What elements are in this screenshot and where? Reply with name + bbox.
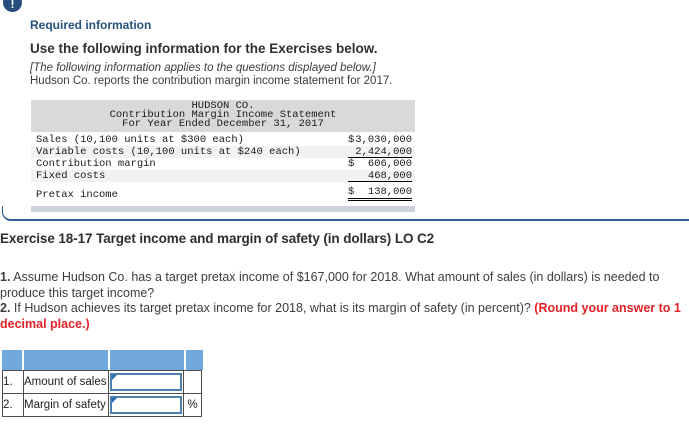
income-statement: HUDSON CO. Contribution Margin Income St… xyxy=(31,100,415,212)
header-cell xyxy=(186,350,203,370)
question-2: 2. If Hudson achieves its target pretax … xyxy=(0,301,689,332)
header-cell xyxy=(2,350,22,370)
row-label: Fixed costs xyxy=(36,170,106,182)
statement-footer-strip xyxy=(31,206,415,212)
exercise-title: Exercise 18-17 Target income and margin … xyxy=(0,231,435,246)
rounding-instruction: (Round your answer to 1 decimal place.) xyxy=(0,301,681,331)
answer-table: 1. Amount of sales 2. Margin of safety % xyxy=(2,370,202,417)
header-cell xyxy=(24,350,108,370)
row-amount: 2,424,000 xyxy=(348,146,412,158)
row-amount: 468,000 xyxy=(348,170,412,182)
panel-bottom-border xyxy=(2,206,689,221)
question-1-number: 1. xyxy=(0,270,11,284)
table-row-sales: Sales (10,100 units at $300 each) $3,030… xyxy=(31,134,415,146)
row-number: 2. xyxy=(2,393,24,417)
answer-cell xyxy=(108,393,184,417)
applies-note: [The following information applies to th… xyxy=(30,62,376,74)
income-statement-header: HUDSON CO. Contribution Margin Income St… xyxy=(31,100,415,132)
question-block: 1. Assume Hudson Co. has a target pretax… xyxy=(0,270,689,332)
table-row-contribution-margin: Contribution margin $606,000 xyxy=(31,158,415,170)
statement-title: Contribution Margin Income Statement xyxy=(109,109,337,121)
row-label: Amount of sales xyxy=(23,370,109,394)
currency-symbol: $ xyxy=(348,158,355,170)
suffix-cell xyxy=(183,370,202,394)
percent-suffix: % xyxy=(183,393,202,417)
answer-input-wrapper xyxy=(110,373,182,391)
use-information-subheading: Use the following information for the Ex… xyxy=(30,41,378,56)
row-label: Contribution margin xyxy=(36,158,156,170)
statement-period: For Year Ended December 31, 2017 xyxy=(122,118,324,130)
corner-flag-icon xyxy=(112,398,117,403)
amount-value: 606,000 xyxy=(367,158,412,170)
table-row-pretax-income: Pretax income $138,000 xyxy=(31,186,415,201)
table-row-variable-costs: Variable costs (10,100 units at $240 eac… xyxy=(31,146,415,158)
answer-table-header xyxy=(2,350,203,370)
row-amount: $3,030,000 xyxy=(348,134,412,146)
row-label: Variable costs (10,100 units at $240 eac… xyxy=(36,146,301,158)
table-row: 2. Margin of safety % xyxy=(2,393,202,417)
row-amount: $606,000 xyxy=(348,158,412,170)
corner-flag-icon xyxy=(112,375,117,380)
row-number: 1. xyxy=(2,370,24,394)
row-amount: $138,000 xyxy=(348,186,412,201)
table-row-fixed-costs: Fixed costs 468,000 xyxy=(31,170,415,182)
question-2-text: If Hudson achieves its target pretax inc… xyxy=(10,301,535,315)
alert-exclamation-icon: ! xyxy=(3,0,22,12)
required-information-heading: Required information xyxy=(30,18,152,32)
question-1: 1. Assume Hudson Co. has a target pretax… xyxy=(0,270,689,301)
currency-symbol: $ xyxy=(348,186,355,198)
answer-cell xyxy=(108,370,184,394)
row-label: Sales (10,100 units at $300 each) xyxy=(36,134,244,146)
row-label: Pretax income xyxy=(36,189,118,201)
question-2-number: 2. xyxy=(0,301,11,315)
company-name: HUDSON CO. xyxy=(191,100,255,112)
answer-input-wrapper xyxy=(110,396,182,414)
header-cell xyxy=(110,350,184,370)
hudson-intro-text: Hudson Co. reports the contribution marg… xyxy=(30,75,393,87)
amount-value: 468,000 xyxy=(367,170,412,182)
amount-value: 138,000 xyxy=(367,186,412,198)
question-1-text: Assume Hudson Co. has a target pretax in… xyxy=(0,270,660,300)
amount-value: 2,424,000 xyxy=(355,146,412,158)
row-label: Margin of safety xyxy=(23,393,109,417)
income-statement-body: Sales (10,100 units at $300 each) $3,030… xyxy=(31,132,415,201)
amount-of-sales-input[interactable] xyxy=(110,373,182,391)
currency-symbol: $ xyxy=(348,134,355,146)
amount-value: 3,030,000 xyxy=(355,134,412,146)
margin-of-safety-input[interactable] xyxy=(110,396,182,414)
table-row: 1. Amount of sales xyxy=(2,370,202,394)
